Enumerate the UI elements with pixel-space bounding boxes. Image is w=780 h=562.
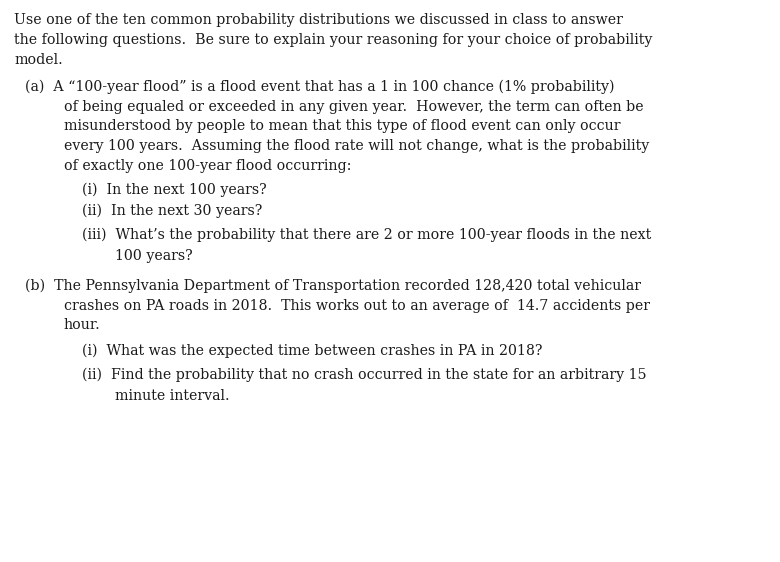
Text: (iii)  What’s the probability that there are 2 or more 100-year floods in the ne: (iii) What’s the probability that there … [82, 228, 651, 242]
Text: of being equaled or exceeded in any given year.  However, the term can often be: of being equaled or exceeded in any give… [64, 99, 644, 114]
Text: (i)  What was the expected time between crashes in PA in 2018?: (i) What was the expected time between c… [82, 344, 542, 358]
Text: (ii)  In the next 30 years?: (ii) In the next 30 years? [82, 203, 262, 217]
Text: minute interval.: minute interval. [115, 388, 230, 402]
Text: 100 years?: 100 years? [115, 248, 193, 262]
Text: every 100 years.  Assuming the flood rate will not change, what is the probabili: every 100 years. Assuming the flood rate… [64, 139, 649, 153]
Text: (ii)  Find the probability that no crash occurred in the state for an arbitrary : (ii) Find the probability that no crash … [82, 368, 647, 382]
Text: crashes on PA roads in 2018.  This works out to an average of  14.7 accidents pe: crashes on PA roads in 2018. This works … [64, 298, 650, 312]
Text: of exactly one 100-year flood occurring:: of exactly one 100-year flood occurring: [64, 158, 352, 173]
Text: misunderstood by people to mean that this type of flood event can only occur: misunderstood by people to mean that thi… [64, 119, 620, 133]
Text: (a)  A “100-year flood” is a flood event that has a 1 in 100 chance (1% probabil: (a) A “100-year flood” is a flood event … [25, 80, 615, 94]
Text: the following questions.  Be sure to explain your reasoning for your choice of p: the following questions. Be sure to expl… [14, 33, 652, 47]
Text: (i)  In the next 100 years?: (i) In the next 100 years? [82, 183, 267, 197]
Text: hour.: hour. [64, 318, 101, 332]
Text: (b)  The Pennsylvania Department of Transportation recorded 128,420 total vehicu: (b) The Pennsylvania Department of Trans… [25, 279, 641, 293]
Text: Use one of the ten common probability distributions we discussed in class to ans: Use one of the ten common probability di… [14, 12, 623, 26]
Text: model.: model. [14, 53, 62, 67]
